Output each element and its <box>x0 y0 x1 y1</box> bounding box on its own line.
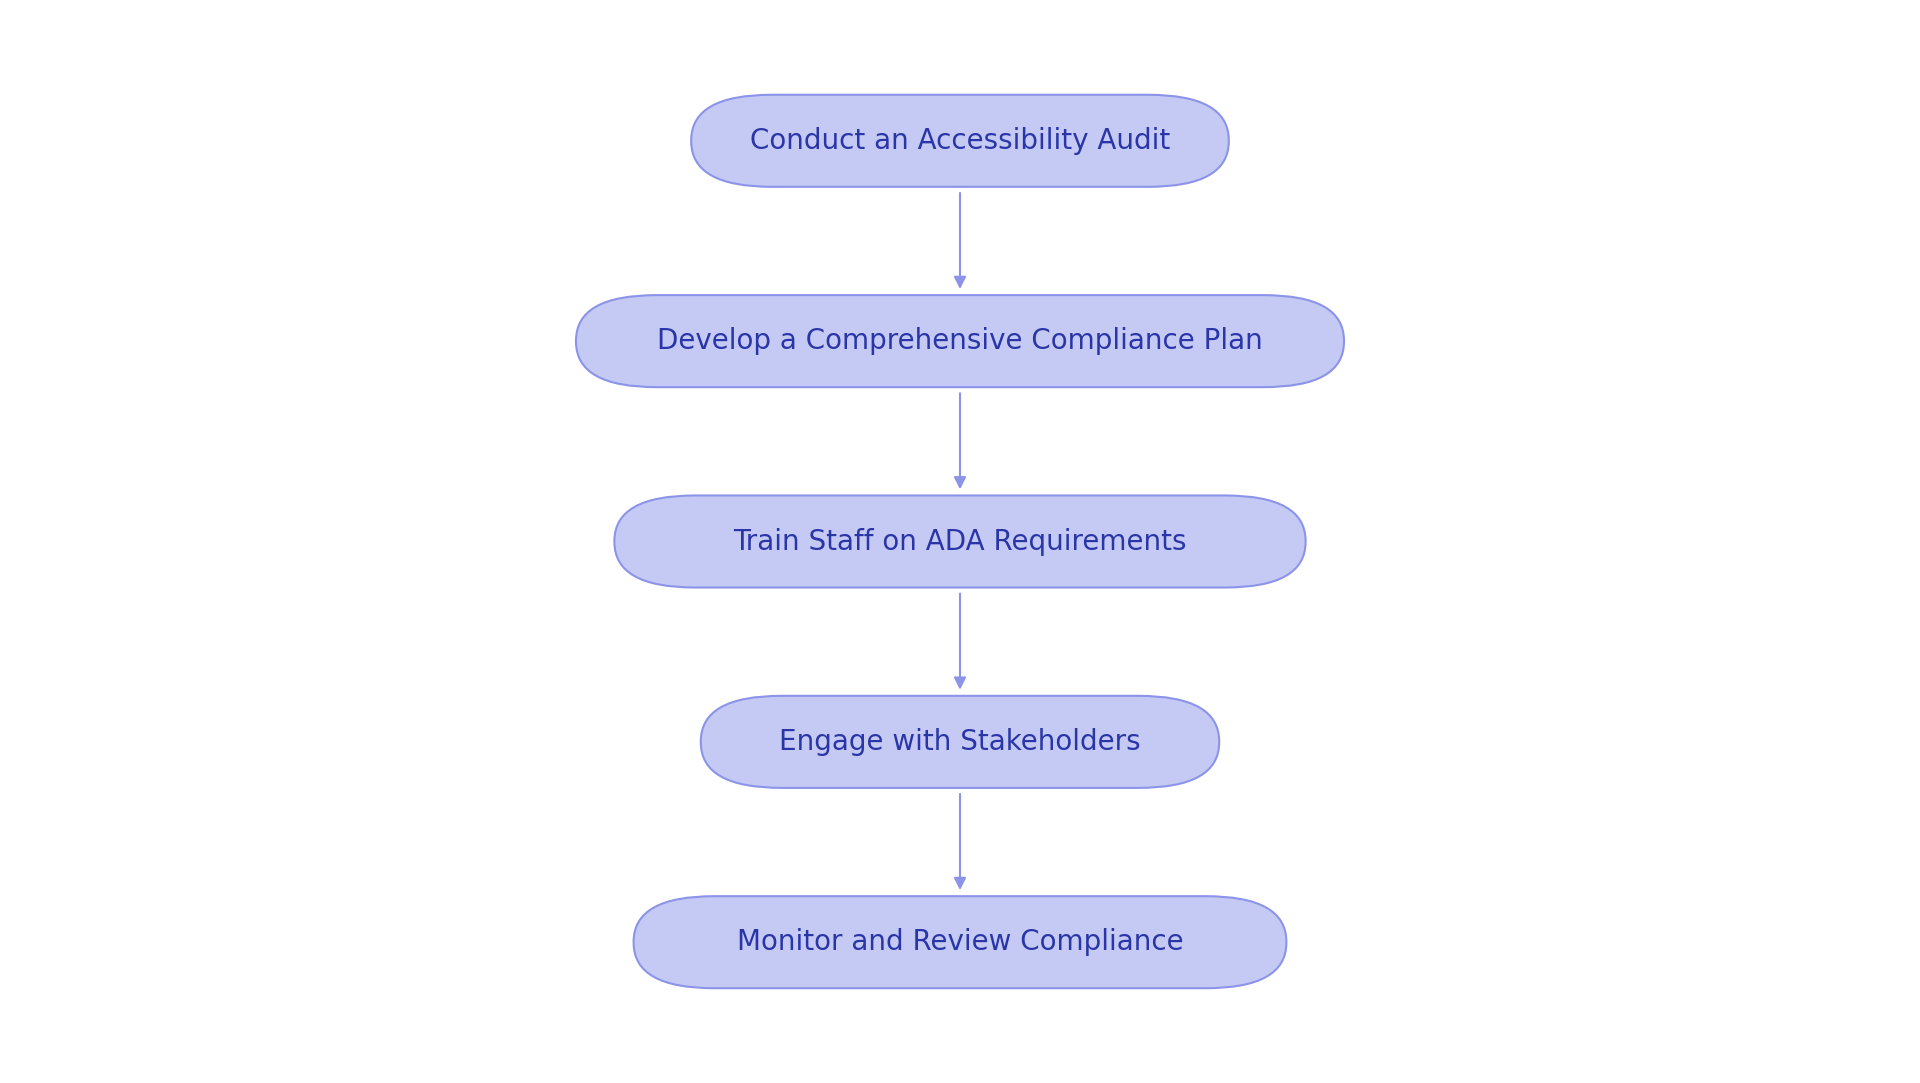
FancyBboxPatch shape <box>691 95 1229 186</box>
FancyBboxPatch shape <box>576 295 1344 387</box>
Text: Monitor and Review Compliance: Monitor and Review Compliance <box>737 928 1183 956</box>
FancyBboxPatch shape <box>614 496 1306 587</box>
FancyBboxPatch shape <box>701 695 1219 787</box>
Text: Develop a Comprehensive Compliance Plan: Develop a Comprehensive Compliance Plan <box>657 327 1263 355</box>
Text: Train Staff on ADA Requirements: Train Staff on ADA Requirements <box>733 527 1187 556</box>
FancyBboxPatch shape <box>634 897 1286 988</box>
Text: Engage with Stakeholders: Engage with Stakeholders <box>780 728 1140 756</box>
Text: Conduct an Accessibility Audit: Conduct an Accessibility Audit <box>751 127 1169 155</box>
